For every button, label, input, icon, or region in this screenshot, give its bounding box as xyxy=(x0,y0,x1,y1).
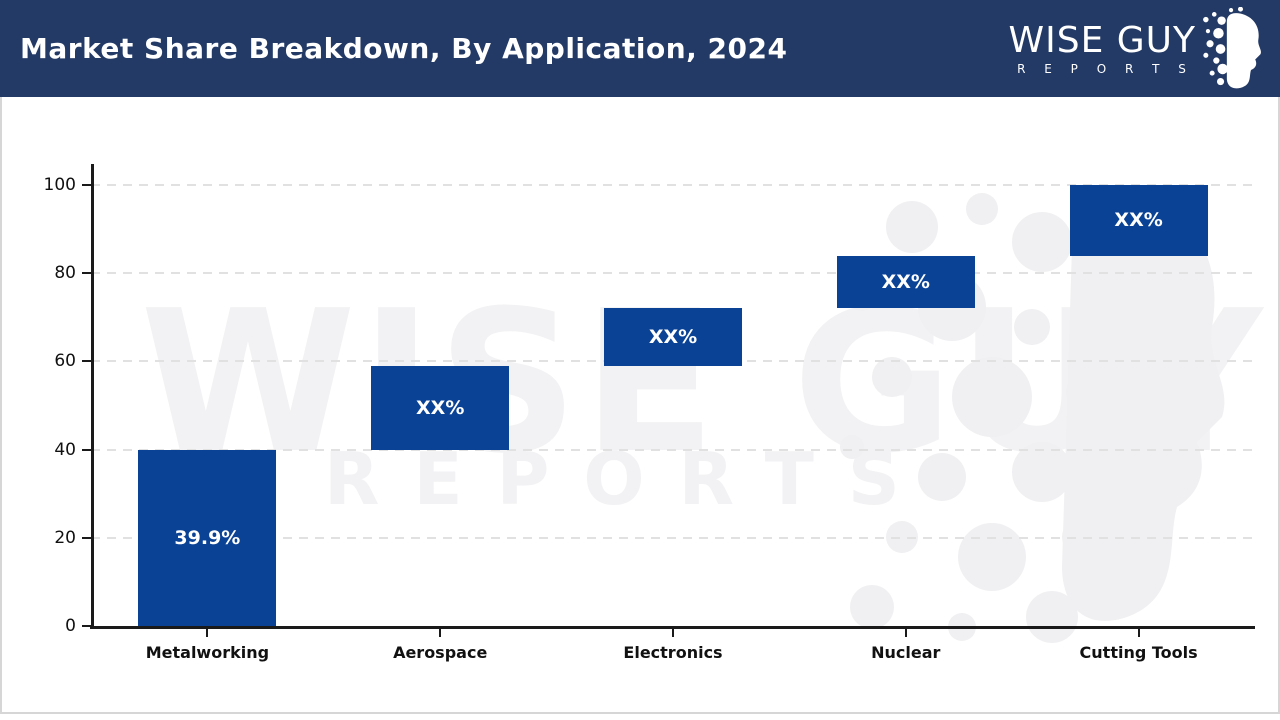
y-tick-label-80: 80 xyxy=(54,263,76,284)
bar-electronics xyxy=(604,308,742,366)
bar-value-label: XX% xyxy=(1114,209,1163,232)
x-axis-label-electronics: Electronics xyxy=(623,643,723,662)
y-tick-label-0: 0 xyxy=(65,616,76,636)
x-tick-2 xyxy=(672,629,674,637)
bar-value-label: XX% xyxy=(648,326,698,349)
x-tick-0 xyxy=(206,629,209,637)
y-tick-label-40: 40 xyxy=(54,439,76,460)
gridline-80 xyxy=(91,272,1257,275)
bar-metalworking xyxy=(138,450,277,626)
x-tick-1 xyxy=(439,629,442,637)
y-tick-100 xyxy=(82,184,91,186)
gridline-40 xyxy=(91,448,1257,451)
dotted-face-icon xyxy=(1203,6,1261,88)
y-axis-line xyxy=(91,164,94,629)
x-axis-label-cutting-tools: Cutting Tools xyxy=(1079,643,1198,662)
x-axis-label-metalworking: Metalworking xyxy=(145,643,270,662)
gridline-20 xyxy=(91,536,1257,539)
x-axis-line xyxy=(90,626,1255,629)
y-tick-label-20: 20 xyxy=(54,527,76,548)
y-tick-40 xyxy=(82,448,91,451)
bar-cutting-tools xyxy=(1069,185,1208,256)
logo-text: WISE GUY R E P O R T S xyxy=(1008,19,1197,76)
y-tick-80 xyxy=(82,272,91,275)
y-tick-20 xyxy=(82,536,91,539)
y-tick-label-60: 60 xyxy=(54,351,76,372)
logo-wordmark: WISE GUY xyxy=(1008,19,1196,61)
logo-subtitle: R E P O R T S xyxy=(1017,61,1194,76)
header-bar: Market Share Breakdown, By Application, … xyxy=(0,0,1280,97)
bar-value-label: XX% xyxy=(416,396,465,419)
bar-nuclear xyxy=(836,255,975,309)
chart-area: WISE GUY REPORTS 0 20 40 60 80 100 39.9% Metalw… xyxy=(0,97,1280,714)
x-tick-3 xyxy=(904,629,907,637)
x-tick-4 xyxy=(1137,629,1140,637)
gridline-100 xyxy=(91,184,1257,186)
y-tick-0 xyxy=(82,625,91,627)
y-tick-label-100: 100 xyxy=(43,175,76,195)
y-tick-60 xyxy=(82,360,91,363)
bar-value-label: XX% xyxy=(881,271,930,294)
x-axis-label-aerospace: Aerospace xyxy=(393,643,488,662)
wise-guy-reports-logo: WISE GUY R E P O R T S xyxy=(1009,0,1263,97)
watermark-face-icon xyxy=(840,193,1225,643)
x-axis-label-nuclear: Nuclear xyxy=(871,643,941,662)
bar-value-label: 39.9% xyxy=(174,527,241,550)
watermark-subtitle: REPORTS xyxy=(324,437,934,521)
page-title: Market Share Breakdown, By Application, … xyxy=(20,32,788,65)
bar-aerospace xyxy=(371,365,510,451)
